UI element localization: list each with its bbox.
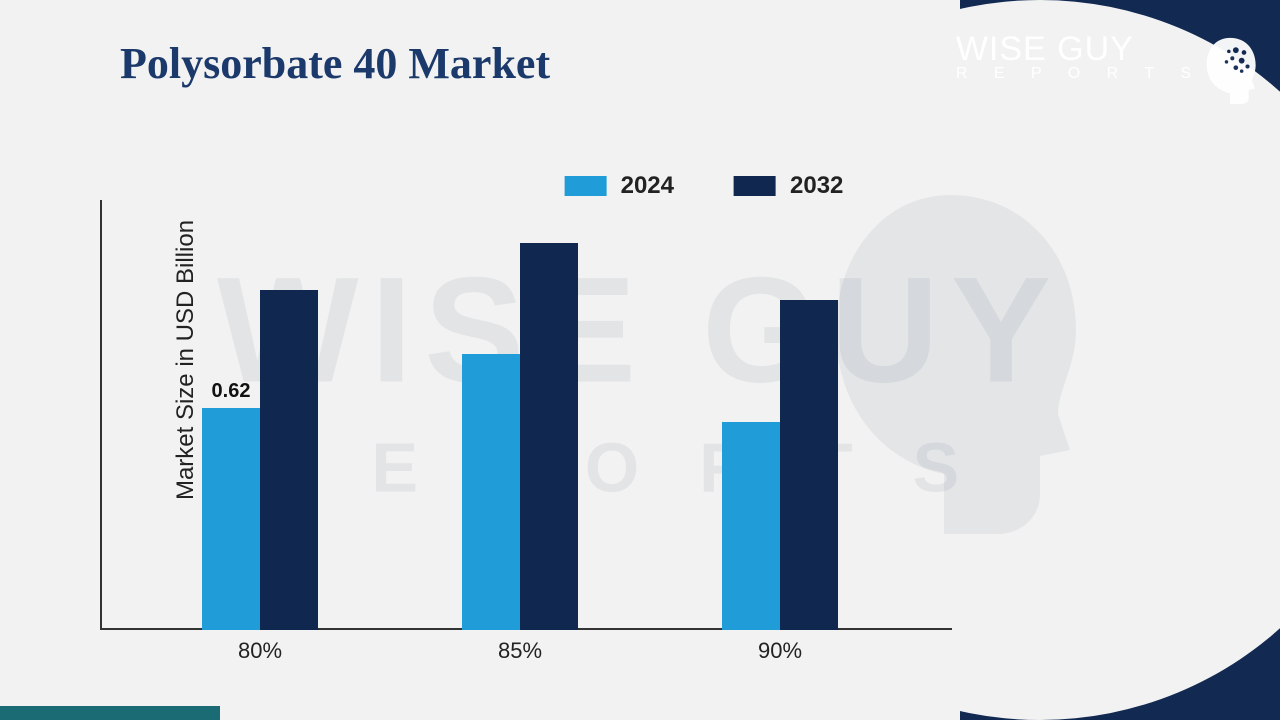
bar-group-0: 0.62 [202,290,318,630]
footer-accent-bar [0,706,220,720]
bar-group-2 [722,300,838,630]
brand-head-icon [1195,35,1265,105]
bar-groups: 0.62 [100,200,940,630]
legend-swatch-2032 [734,176,776,196]
chart-stage: WISE GUY REPORTS Polysorbate 40 Market W… [0,0,1280,720]
category-label-0: 80% [202,638,318,664]
chart-plot-area: 0.62 80% 85% 90% [100,200,940,630]
legend-item-2032: 2032 [734,172,843,200]
category-label-1: 85% [462,638,578,664]
category-label-2: 90% [722,638,838,664]
bar-g2-2024 [722,422,780,630]
category-labels: 80% 85% 90% [100,638,940,664]
chart-title: Polysorbate 40 Market [120,38,550,89]
legend-label-2032: 2032 [790,172,843,200]
brand-line2: R E P O R T S [956,65,1202,83]
bar-g1-2032 [520,243,578,630]
bar-g2-2032 [780,300,838,630]
bar-g1-2024 [462,354,520,630]
legend-swatch-2024 [565,176,607,196]
legend-label-2024: 2024 [621,172,674,200]
bar-g0-2024: 0.62 [202,408,260,630]
bar-g0-2032 [260,290,318,630]
brand-line1: WISE GUY [956,30,1202,69]
bar-group-1 [462,243,578,630]
chart-legend: 2024 2032 [565,172,844,200]
brand-logo: WISE GUY R E P O R T S [956,30,1260,83]
bar-label-g0-2024: 0.62 [202,380,260,403]
legend-item-2024: 2024 [565,172,674,200]
